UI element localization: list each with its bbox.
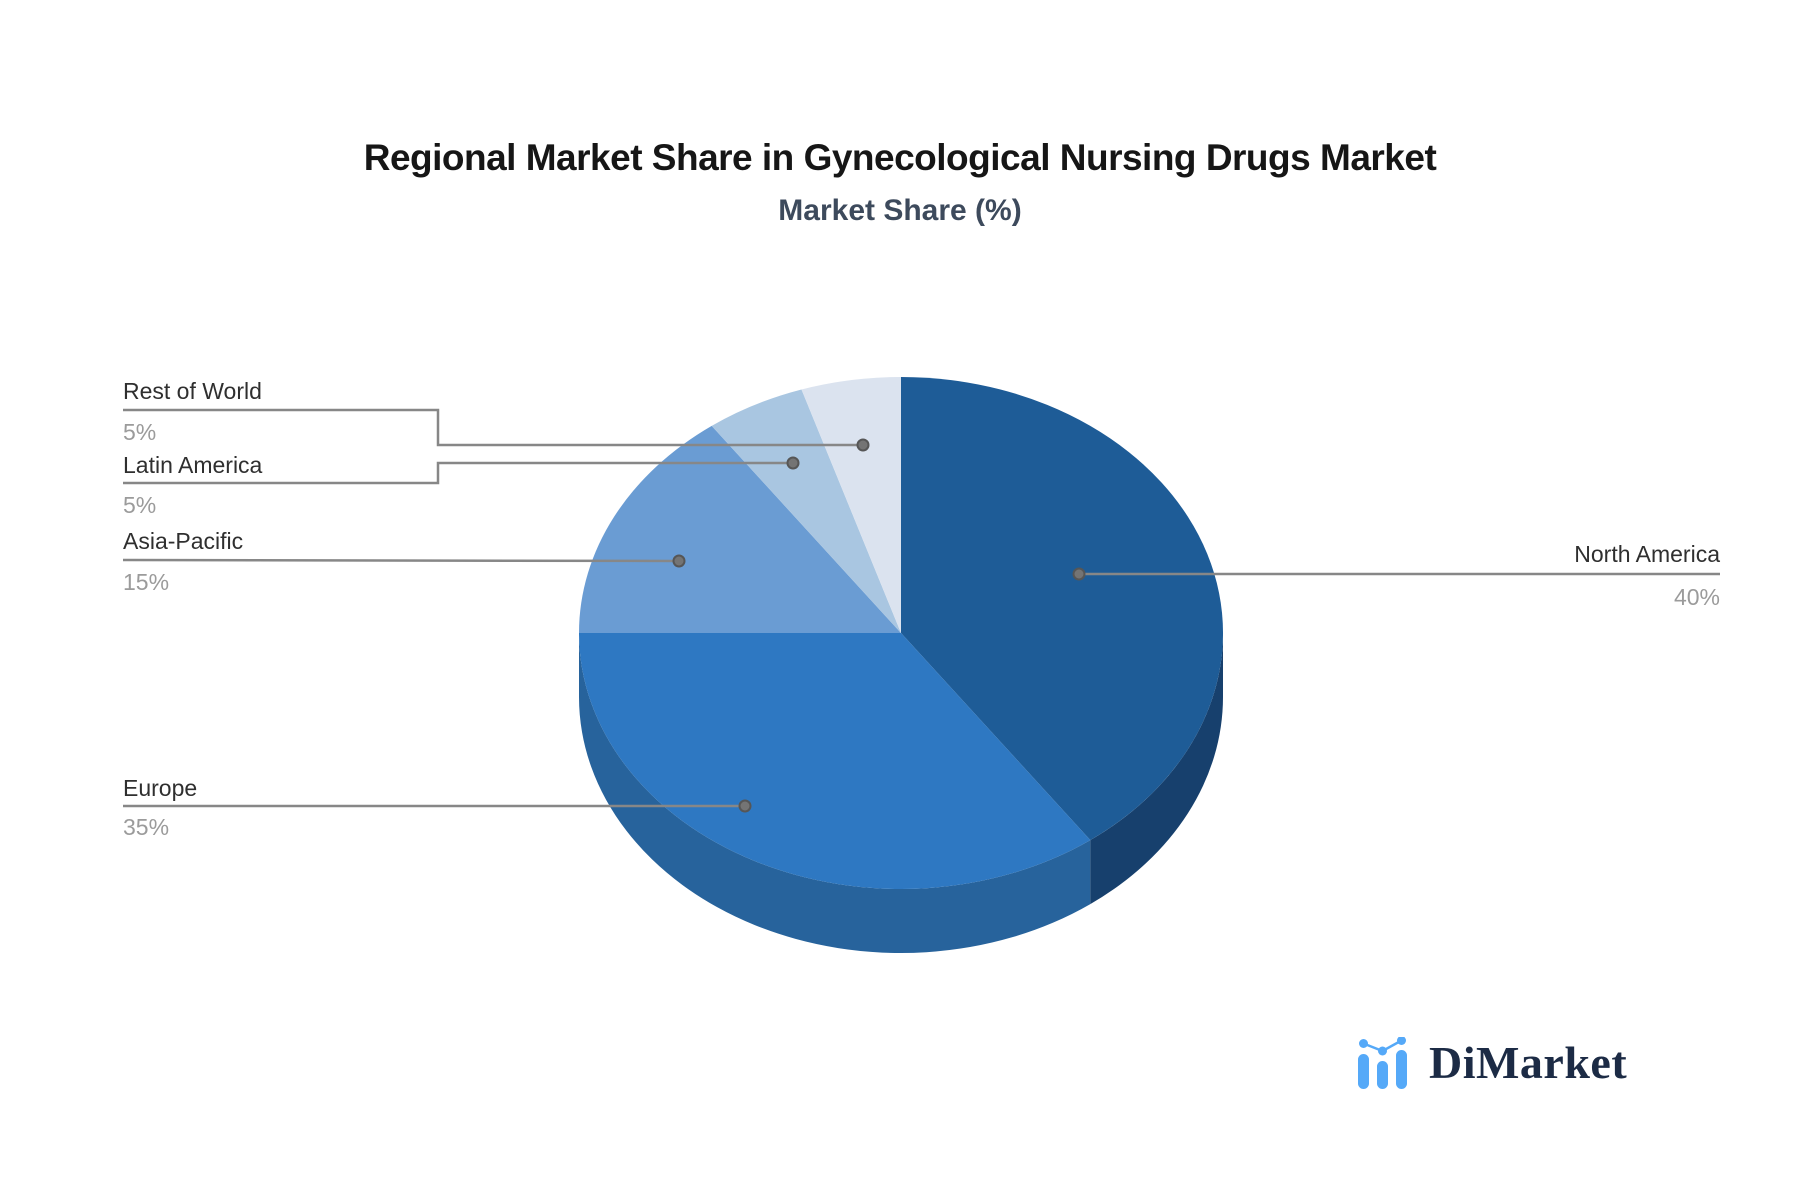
callout-dot-asia-pacific: [672, 554, 686, 568]
callout-line-asia-pacific: [122, 558, 680, 563]
value-europe: 35%: [123, 814, 170, 840]
callout-dot-europe: [738, 799, 752, 813]
callout-dot-latin-america: [786, 456, 800, 470]
label-latin-america: Latin America: [123, 452, 263, 478]
chart-title: Regional Market Share in Gynecological N…: [363, 137, 1437, 178]
label-europe: Europe: [123, 775, 198, 801]
value-asia-pacific: 15%: [123, 569, 170, 595]
value-rest-of-world: 5%: [123, 419, 157, 445]
callout-line-rest-of-world: [123, 408, 863, 447]
label-asia-pacific: Asia-Pacific: [123, 528, 244, 554]
label-rest-of-world: Rest of World: [123, 378, 262, 404]
pie-slice-europe[interactable]: [579, 633, 1091, 890]
logo: DiMarket: [1358, 1036, 1627, 1089]
callout-line-latin-america: [123, 461, 793, 485]
value-latin-america: 5%: [123, 492, 157, 518]
bar-chart-icon: [1358, 1036, 1407, 1089]
pie-slice-asia-pacific[interactable]: [579, 425, 901, 633]
pie-slice-latin-america[interactable]: [711, 389, 901, 634]
label-north-america: North America: [1574, 541, 1720, 567]
pie-slice-side-europe: [579, 633, 1091, 954]
value-north-america: 40%: [1673, 584, 1720, 610]
callout-dot-north-america: [1072, 567, 1086, 581]
pie-slice-rest-of-world[interactable]: [801, 376, 902, 633]
logo-text: DiMarket: [1429, 1037, 1628, 1088]
pie-slice-north-america[interactable]: [901, 377, 1224, 841]
pie-slice-side-north-america: [1090, 633, 1223, 905]
chart-subtitle: Market Share (%): [778, 194, 1022, 227]
callout-dot-rest-of-world: [856, 438, 870, 452]
